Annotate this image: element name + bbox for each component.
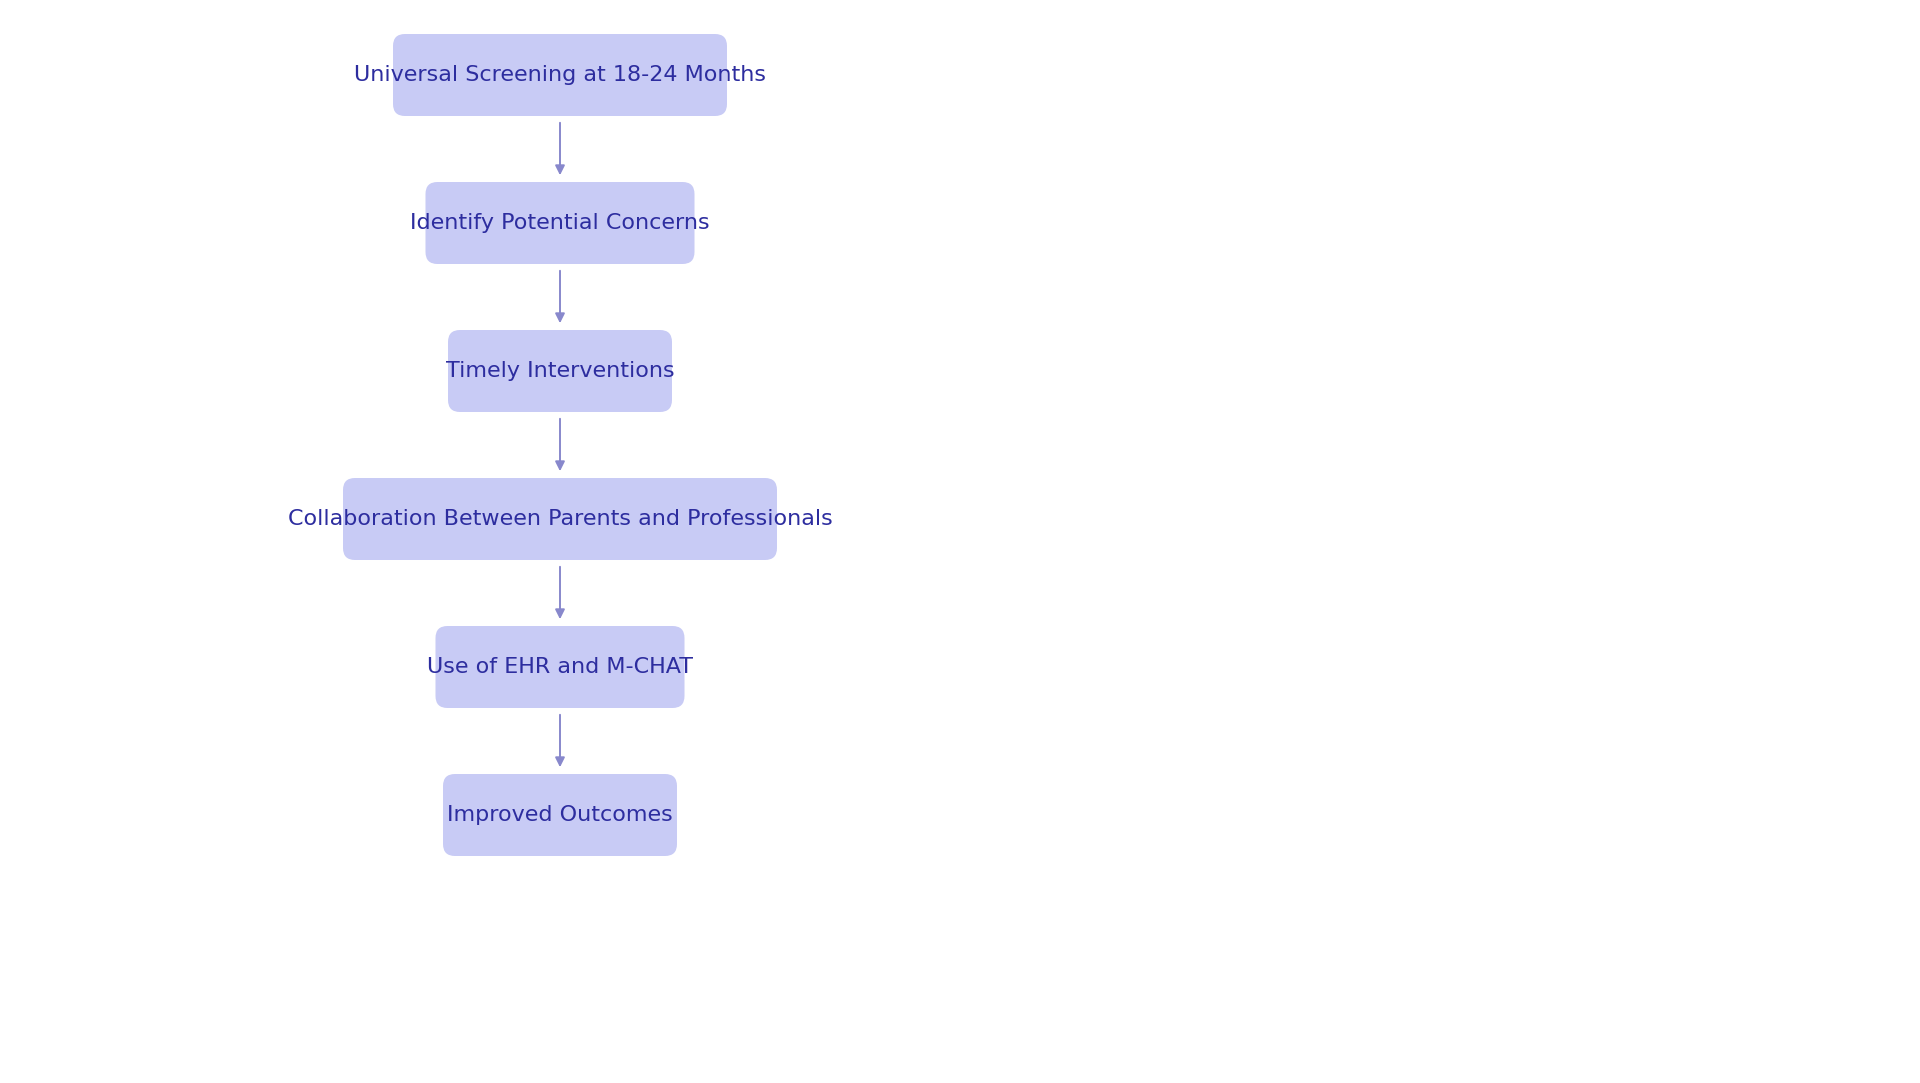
FancyBboxPatch shape	[436, 626, 685, 708]
FancyBboxPatch shape	[344, 478, 778, 560]
Text: Universal Screening at 18-24 Months: Universal Screening at 18-24 Months	[353, 65, 766, 84]
Text: Identify Potential Concerns: Identify Potential Concerns	[411, 213, 710, 233]
FancyBboxPatch shape	[444, 774, 678, 856]
FancyBboxPatch shape	[426, 182, 695, 264]
FancyBboxPatch shape	[394, 34, 728, 116]
Text: Collaboration Between Parents and Professionals: Collaboration Between Parents and Profes…	[288, 509, 833, 529]
Text: Improved Outcomes: Improved Outcomes	[447, 805, 672, 825]
Text: Timely Interventions: Timely Interventions	[445, 361, 674, 381]
FancyBboxPatch shape	[447, 330, 672, 412]
Text: Use of EHR and M-CHAT: Use of EHR and M-CHAT	[426, 657, 693, 677]
